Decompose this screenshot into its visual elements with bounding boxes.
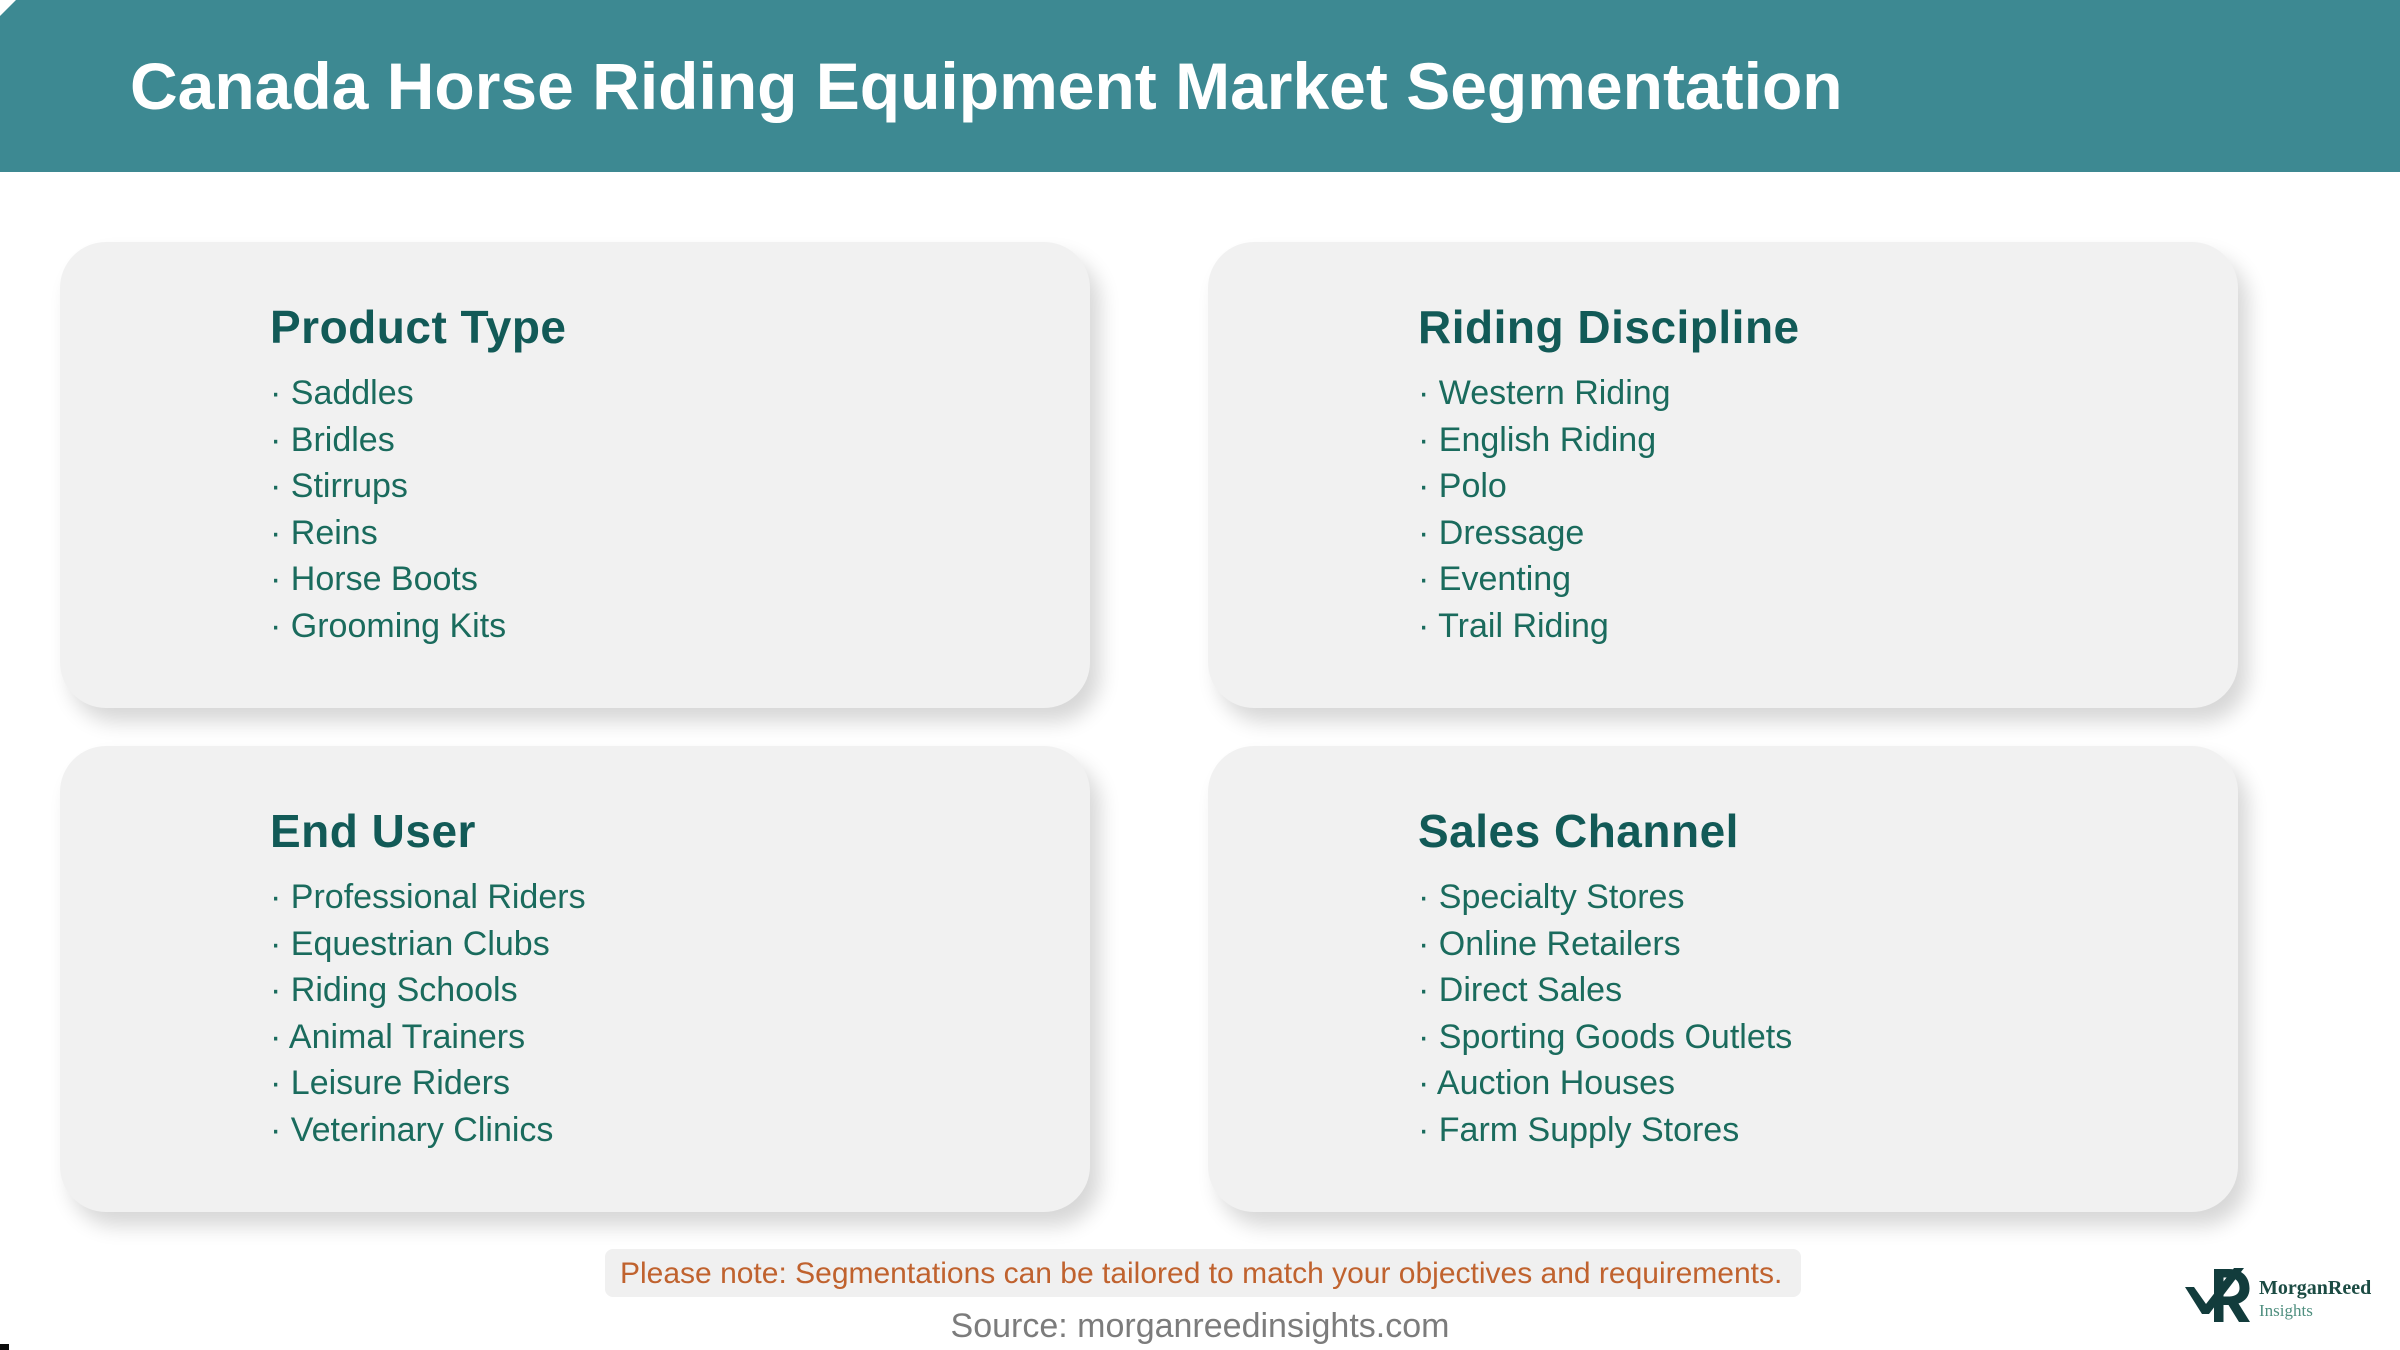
svg-text:MorganReed: MorganReed bbox=[2259, 1277, 2371, 1299]
svg-text:Insights: Insights bbox=[2259, 1301, 2313, 1320]
